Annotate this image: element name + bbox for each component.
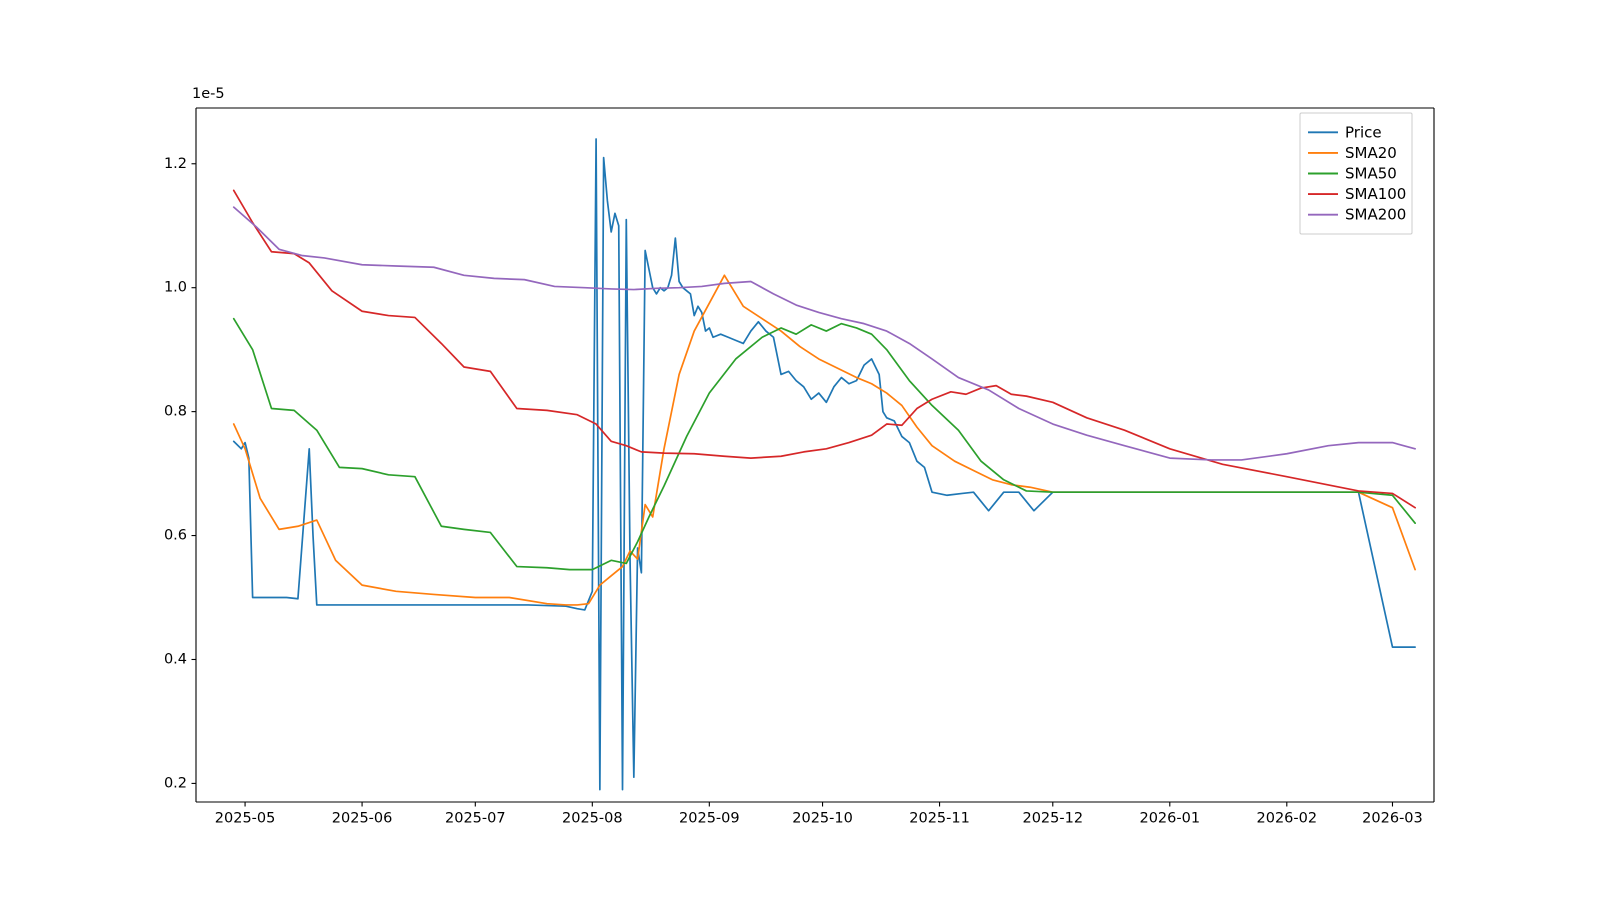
x-tick-label: 2026-01 (1139, 811, 1200, 827)
y-tick-label: 0.8 (164, 404, 187, 420)
chart-legend: Price SMA20 SMA50 SMA100 SMA200 (1299, 112, 1413, 235)
series-line-sma200 (232, 206, 1416, 461)
legend-box (1299, 112, 1413, 235)
x-tick-label: 2025-05 (215, 811, 276, 827)
data-series-group (232, 138, 1416, 791)
series-line-sma100 (232, 189, 1416, 509)
x-tick-label: 2025-06 (332, 811, 393, 827)
x-tick-label: 2025-11 (909, 811, 970, 827)
x-tick-label: 2025-12 (1022, 811, 1083, 827)
x-tick-label: 2025-09 (679, 811, 740, 827)
y-tick-label: 1.2 (164, 156, 187, 172)
legend-label-sma200: SMA200 (1345, 206, 1406, 224)
x-tick-label: 2026-03 (1362, 811, 1423, 827)
x-axis-ticks: 2025-05 2025-06 2025-07 2025-08 2025-09 2025-… (215, 802, 1423, 827)
y-tick-label: 0.6 (164, 528, 187, 544)
series-line-sma20 (232, 274, 1416, 606)
series-line-sma50 (232, 317, 1416, 571)
legend-label-sma50: SMA50 (1345, 165, 1397, 183)
x-tick-label: 2025-07 (445, 811, 506, 827)
series-line-price (232, 138, 1416, 791)
legend-label-sma20: SMA20 (1345, 144, 1397, 162)
y-tick-label: 0.2 (164, 775, 187, 791)
y-tick-label: 1.0 (164, 280, 187, 296)
y-axis-ticks: 0.2 0.4 0.6 0.8 1.0 1.2 (164, 156, 196, 791)
x-tick-label: 2026-02 (1257, 811, 1318, 827)
x-tick-label: 2025-08 (562, 811, 623, 827)
x-tick-label: 2025-10 (792, 811, 853, 827)
legend-label-sma100: SMA100 (1345, 185, 1406, 203)
y-axis-offset-label: 1e-5 (192, 86, 225, 102)
y-tick-label: 0.4 (164, 651, 187, 667)
legend-label-price: Price (1345, 123, 1382, 141)
axes-spines (195, 107, 1435, 803)
